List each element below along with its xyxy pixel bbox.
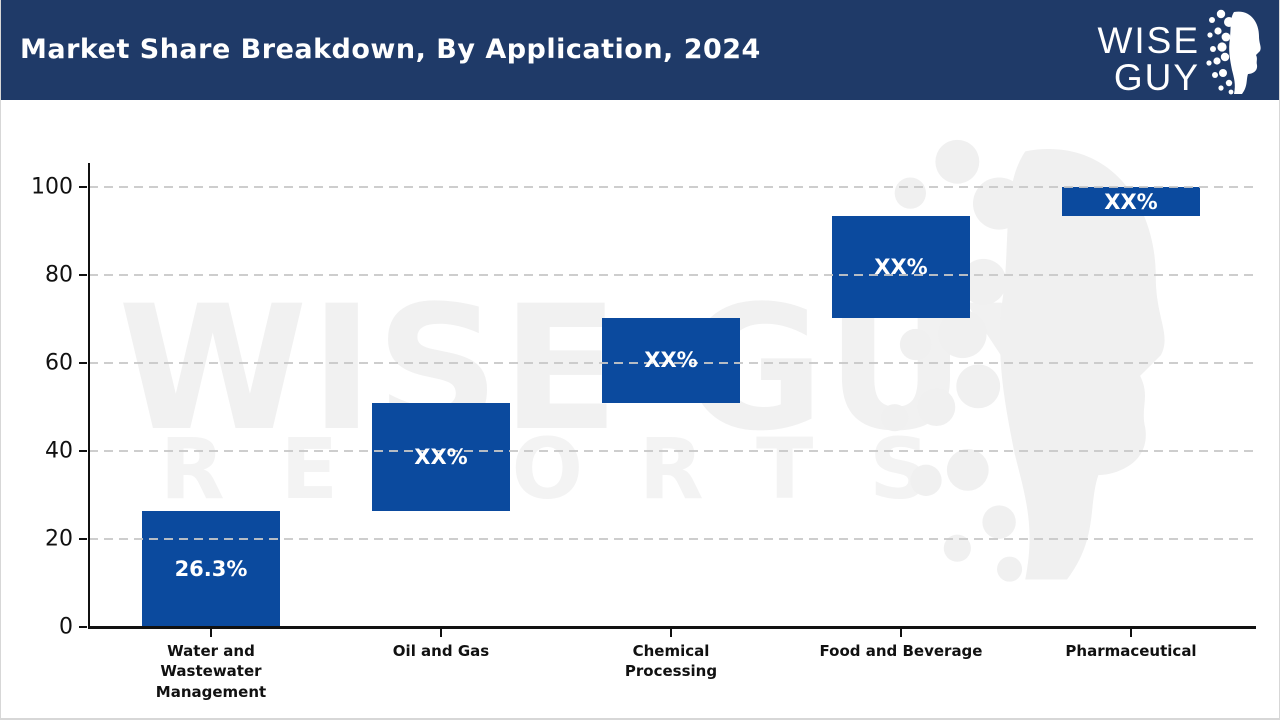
bar-segment <box>832 216 970 318</box>
x-axis-category-label: Food and Beverage <box>819 642 983 660</box>
y-gridline <box>89 450 1256 452</box>
bar-segment <box>142 511 280 627</box>
bar-segment <box>1062 187 1200 217</box>
bar-value-label: XX% <box>644 348 698 373</box>
page-title: Market Share Breakdown, By Application, … <box>20 34 761 65</box>
bar-segment <box>602 317 740 403</box>
x-axis-tick <box>1130 629 1132 637</box>
x-axis-category-label: Chemical Processing <box>624 642 718 681</box>
y-gridline <box>89 274 1256 276</box>
brand-logo: WISE GUY REPORTS <box>1012 4 1262 116</box>
watermark-subtitle-text: REPORTS <box>160 420 986 518</box>
watermark-head-icon <box>881 139 1165 582</box>
bar-value-label: XX% <box>874 255 928 280</box>
y-gridline <box>89 186 1256 188</box>
header-banner: Market Share Breakdown, By Application, … <box>0 0 1280 116</box>
y-axis-tick <box>79 538 87 540</box>
y-axis-tick <box>79 450 87 452</box>
y-axis-tick <box>79 626 87 628</box>
bar-value-label: XX% <box>414 444 468 469</box>
y-gridline <box>89 538 1256 540</box>
bar-value-label: 26.3% <box>174 557 248 582</box>
brand-logo-text: WISE GUY REPORTS <box>1012 22 1200 116</box>
y-axis-tick <box>79 274 87 276</box>
x-axis-tick <box>900 629 902 637</box>
y-gridline <box>89 362 1256 364</box>
bar-segment <box>372 402 510 512</box>
x-axis-tick <box>670 629 672 637</box>
y-axis-tick-label: 20 <box>45 526 73 552</box>
x-axis-category-label: Pharmaceutical <box>1065 642 1197 660</box>
x-axis-tick <box>210 629 212 637</box>
y-axis-tick-label: 100 <box>31 174 73 200</box>
brand-subtitle: REPORTS <box>1064 101 1198 117</box>
brand-name: WISE GUY <box>1097 20 1200 98</box>
x-axis-category-label: Oil and Gas <box>392 642 490 660</box>
dotted-head-icon <box>1206 9 1261 95</box>
y-axis-tick-label: 80 <box>45 262 73 288</box>
y-axis-tick <box>79 362 87 364</box>
bar-value-label: XX% <box>1104 189 1158 214</box>
y-axis-tick-label: 60 <box>45 350 73 376</box>
y-axis-tick-label: 0 <box>59 614 73 640</box>
y-axis-line <box>88 163 90 629</box>
x-axis-category-label: Water and Wastewater Management <box>155 642 267 701</box>
y-axis-tick <box>79 186 87 188</box>
y-axis-tick-label: 40 <box>45 438 73 464</box>
x-axis-tick <box>440 629 442 637</box>
x-axis-line <box>88 626 1256 629</box>
